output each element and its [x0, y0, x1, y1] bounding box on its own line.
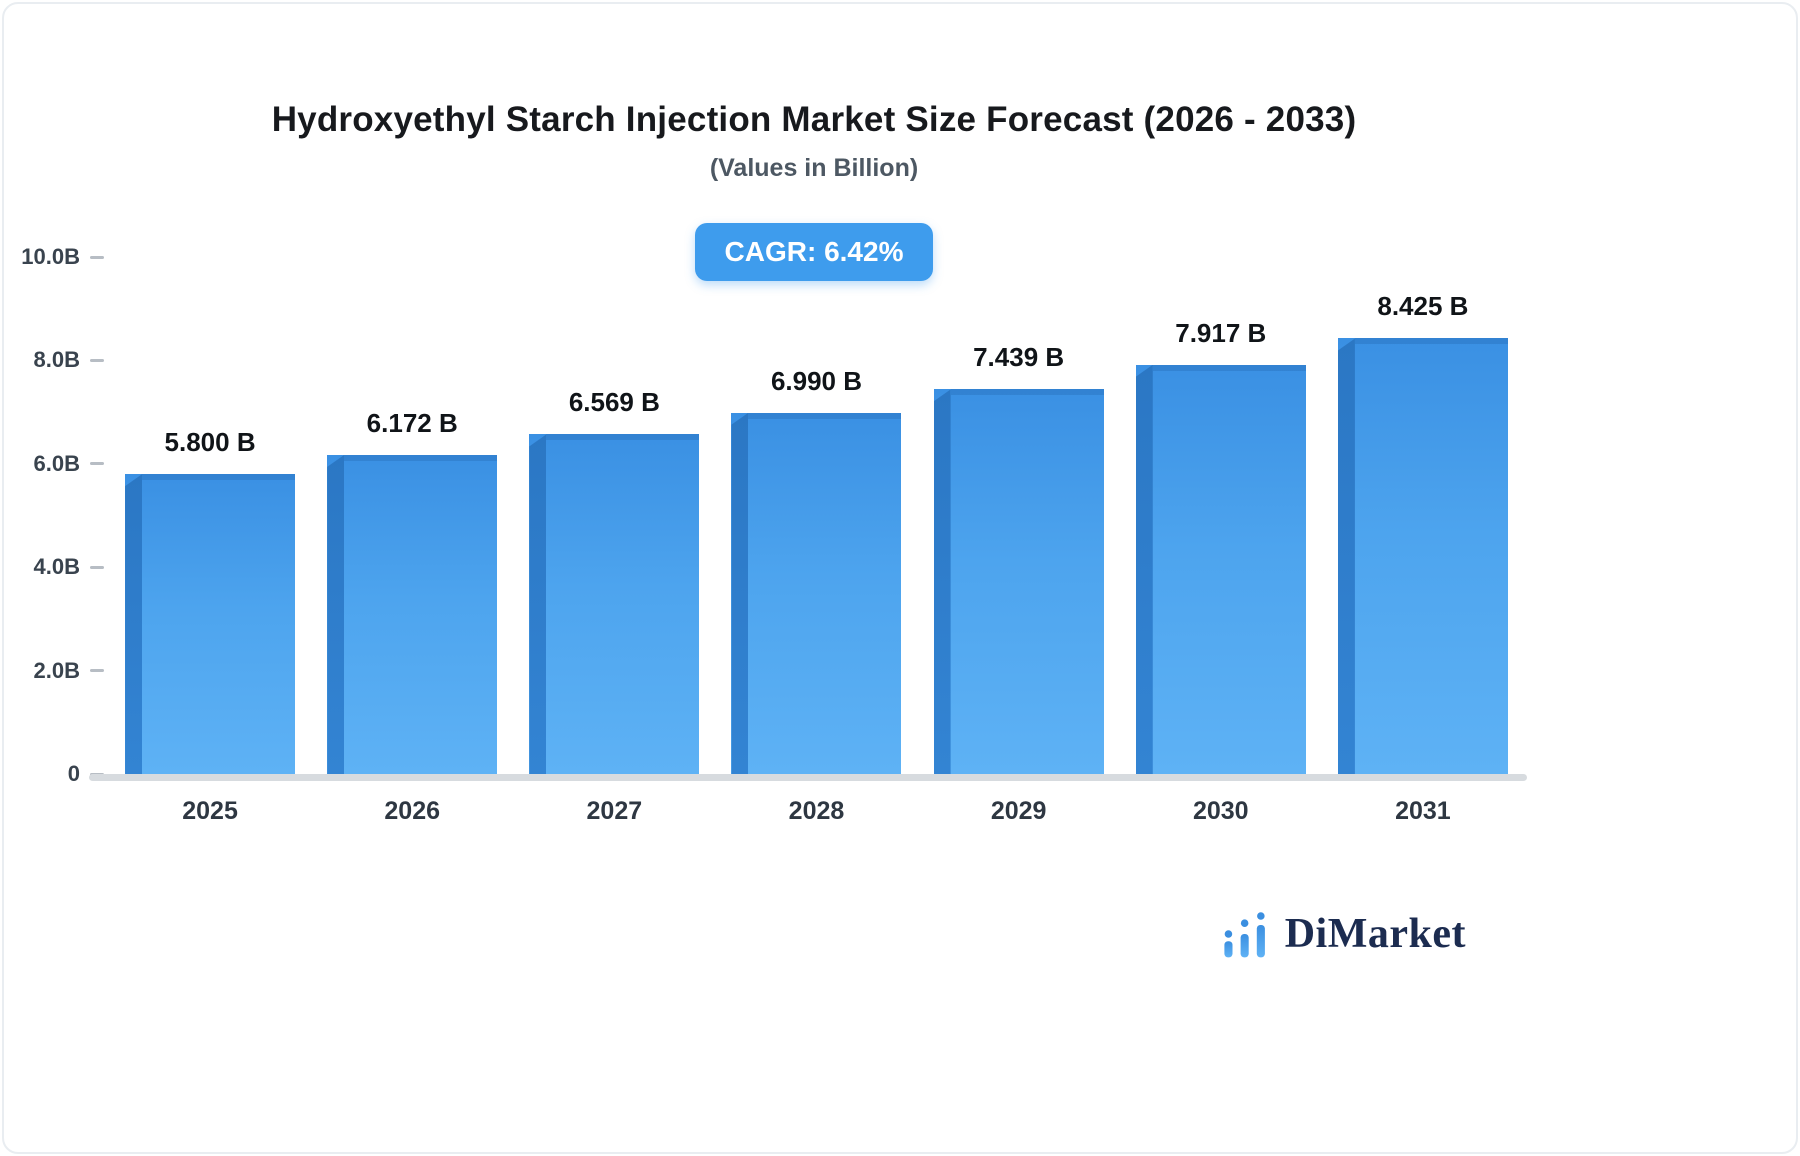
bar-slot-2031: 8.425 B 2031 — [1322, 257, 1524, 825]
bar-2028 — [731, 412, 902, 774]
bar-value-label-2026: 6.172 B — [366, 407, 458, 438]
y-axis: 0 2.0B 4.0B 6.0B 8.0B 10.0B — [4, 244, 104, 786]
dimarket-logo-icon — [1224, 912, 1265, 958]
plot-area: 5.800 B 2025 6.172 B 2026 6.569 B 2027 6.990 B… — [89, 257, 1527, 825]
y-tick-label: 8.0B — [33, 347, 80, 373]
x-tick-label-2026: 2026 — [384, 797, 441, 825]
y-tick-2.0B: 2.0B — [34, 658, 104, 684]
y-tick-mark — [90, 669, 104, 673]
chart-subtitle: (Values in Billion) — [709, 154, 919, 182]
cagr-badge: CAGR: 6.42% — [694, 223, 934, 281]
y-tick-label: 4.0B — [33, 554, 80, 580]
x-tick-label-2031: 2031 — [1395, 797, 1451, 825]
bar-value-label-2031: 8.425 B — [1377, 291, 1469, 322]
y-tick-4.0B: 4.0B — [34, 554, 104, 580]
y-tick-8.0B: 8.0B — [34, 347, 104, 373]
chart-title: Hydroxyethyl Starch Injection Market Siz… — [271, 100, 1357, 139]
bar-value-label-2027: 6.569 B — [568, 387, 660, 418]
y-tick-6.0B: 6.0B — [34, 451, 104, 477]
bar-slot-2025: 5.800 B 2025 — [109, 257, 311, 825]
y-tick-label: 10.0B — [21, 244, 80, 269]
bar-value-label-2028: 6.990 B — [770, 365, 863, 396]
y-tick-label: 2.0B — [33, 657, 80, 683]
y-tick-mark — [90, 358, 104, 362]
bar-slot-2030: 7.917 B 2030 — [1120, 257, 1322, 825]
x-axis-line — [89, 774, 1527, 781]
y-tick-label: 0 — [67, 761, 80, 786]
y-tick-mark — [90, 462, 104, 466]
bar-2026 — [327, 454, 498, 774]
dimarket-logo: DiMarket — [1219, 907, 1466, 961]
bar-slot-2027: 6.569 B 2027 — [513, 257, 715, 825]
y-tick-label: 6.0B — [33, 450, 80, 476]
bar-2027 — [529, 434, 700, 774]
bar-value-label-2029: 7.439 B — [973, 342, 1065, 373]
chart-header: Hydroxyethyl Starch Injection Market Siz… — [4, 4, 1624, 281]
x-tick-label-2029: 2029 — [990, 797, 1047, 825]
x-tick-label-2025: 2025 — [182, 797, 238, 825]
bar-2029 — [933, 389, 1104, 774]
bar-2031 — [1337, 338, 1508, 774]
bar-slot-2028: 6.990 B 2028 — [715, 257, 917, 825]
x-tick-label-2027: 2027 — [586, 797, 643, 825]
bar-slot-2026: 6.172 B 2026 — [311, 257, 513, 825]
bar-slot-2029: 7.439 B 2029 — [918, 257, 1120, 825]
x-tick-label-2030: 2030 — [1192, 797, 1249, 825]
bar-2030 — [1135, 364, 1306, 774]
x-tick-label-2028: 2028 — [788, 797, 845, 825]
y-tick-mark — [90, 255, 104, 259]
bar-value-label-2025: 5.800 B — [164, 427, 256, 458]
dimarket-logo-text: DiMarket — [1284, 911, 1466, 957]
y-tick-mark — [90, 565, 104, 569]
y-tick-10.0B: 10.0B — [21, 244, 104, 270]
bar-value-label-2030: 7.917 B — [1175, 317, 1267, 348]
bar-2025 — [125, 474, 296, 774]
